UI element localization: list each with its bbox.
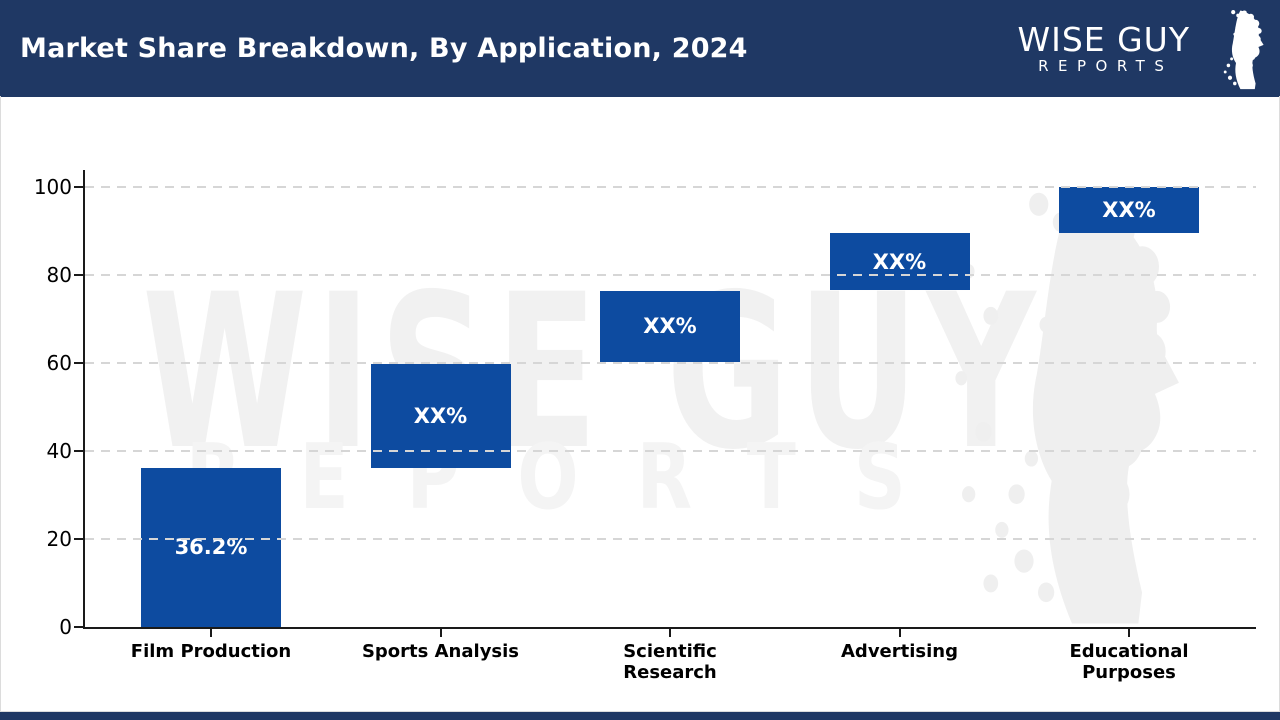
bar-segment: 36.2% [141,467,281,627]
y-tick-label: 60 [46,351,72,375]
bar-segment: XX% [1059,187,1199,234]
y-tick-mark [74,450,83,452]
x-category-label: Film Production [130,641,292,662]
bar-segment: XX% [600,290,740,363]
bar-segment: XX% [829,233,970,290]
watermark-subtext: REPORTS [186,424,964,529]
y-tick-label: 100 [33,175,72,199]
y-tick-label: 20 [46,527,72,551]
watermark-wordmark: WISE GUY [142,250,1044,498]
y-tick-mark [74,362,83,364]
grid-line [85,362,1256,364]
bar-value-label: XX% [1102,198,1156,223]
grid-line [85,450,1256,452]
header-bar: Market Share Breakdown, By Application, … [0,0,1280,97]
x-tick-mark [1128,629,1130,637]
bar-value-label: XX% [413,403,468,428]
x-category-label: Sports Analysis [361,641,520,662]
y-axis-spine [83,170,85,629]
x-category-label: Scientific Research [623,641,717,683]
grid-line [85,274,1256,276]
chart-plot-area: 0 20 40 60 80 100 36.2% Film Production XX% Sport… [0,97,1280,712]
grid-line [85,186,1256,188]
bar-value-label: XX% [872,249,927,274]
y-tick-mark [74,186,83,188]
bar-segment: XX% [370,363,511,468]
wiseguy-logo: WISE GUY REPORTS [1016,6,1266,92]
bar-value-label: XX% [643,314,697,339]
x-tick-mark [210,629,212,637]
head-profile-icon [1223,9,1264,90]
logo-subtext: REPORTS [1038,57,1174,75]
footer-bar [0,712,1280,720]
logo-wordmark: WISE GUY [1017,20,1190,59]
x-tick-mark [669,629,671,637]
x-axis-spine [83,627,1256,629]
y-tick-mark [74,538,83,540]
y-tick-label: 80 [46,263,72,287]
x-category-label: Educational Purposes [1069,641,1189,683]
grid-line [85,538,1256,540]
y-tick-label: 40 [46,439,72,463]
x-category-label: Advertising [841,641,958,662]
x-tick-mark [439,629,442,637]
y-tick-mark [74,626,83,628]
x-tick-mark [898,629,901,637]
page-title: Market Share Breakdown, By Application, … [20,33,748,64]
y-tick-mark [74,274,83,276]
y-tick-label: 0 [59,615,72,639]
logo-text-block: WISE GUY REPORTS [1017,20,1190,76]
